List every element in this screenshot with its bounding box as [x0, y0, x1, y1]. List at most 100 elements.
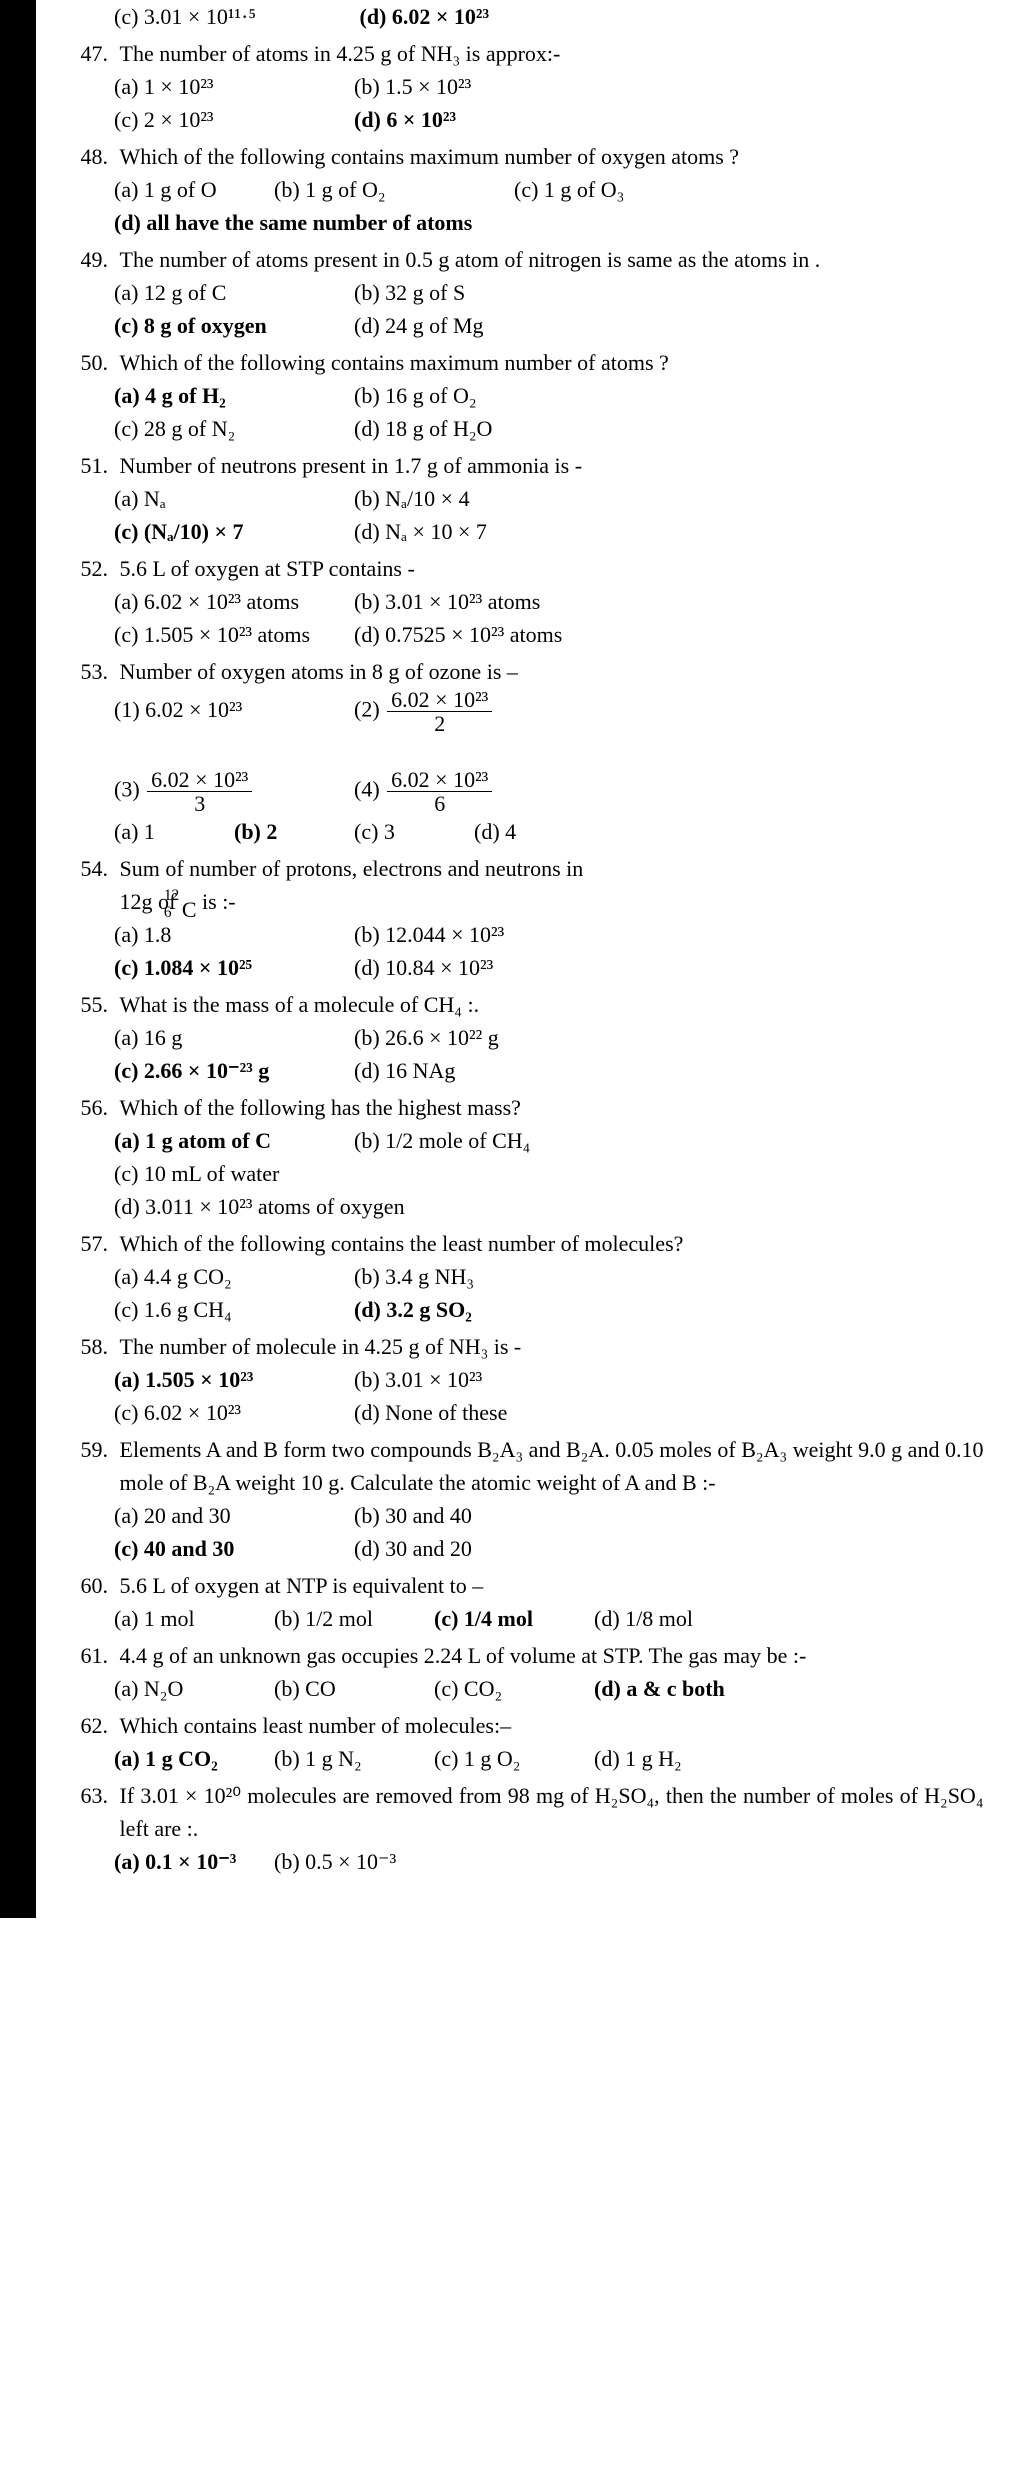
- question-text: Which of the following has the highest m…: [120, 1091, 984, 1124]
- isotope: 126C: [182, 893, 197, 915]
- opt: (b) 12.044 × 10²³: [354, 918, 594, 951]
- question: 55. What is the mass of a molecule of CH…: [60, 988, 984, 1021]
- question-options: (a) 6.02 × 10²³ atoms(b) 3.01 × 10²³ ato…: [60, 585, 984, 651]
- question-number: 51.: [60, 449, 114, 482]
- question: 50. Which of the following contains maxi…: [60, 346, 984, 379]
- opt: (b) 3.4 g NH₃: [354, 1260, 594, 1293]
- opt: (a) 1 g of O: [114, 173, 274, 206]
- question-text: Which contains least number of molecules…: [120, 1709, 984, 1742]
- question-options: (a) 4.4 g CO₂(b) 3.4 g NH₃(c) 1.6 g CH₄(…: [60, 1260, 984, 1326]
- question-number: 59.: [60, 1433, 114, 1466]
- question-number: 53.: [60, 655, 114, 688]
- question: 63. If 3.01 × 10²⁰ molecules are removed…: [60, 1779, 984, 1845]
- opt: (c) 1 g of O₃: [514, 173, 674, 206]
- question-options: (a) 1 g CO₂(b) 1 g N₂(c) 1 g O₂(d) 1 g H…: [60, 1742, 984, 1775]
- opt: (c) 10 mL of water: [114, 1157, 984, 1190]
- question-options: (a) N₂O(b) CO(c) CO₂(d) a & c both: [60, 1672, 984, 1705]
- opt: (c) 3.01 × 10¹¹·⁵: [114, 0, 354, 33]
- question-number: 62.: [60, 1709, 114, 1742]
- question: 47. The number of atoms in 4.25 g of NH₃…: [60, 37, 984, 70]
- question: 53. Number of oxygen atoms in 8 g of ozo…: [60, 655, 984, 688]
- question-number: 48.: [60, 140, 114, 173]
- opt: (c) 8 g of oxygen: [114, 309, 354, 342]
- opt: (c) 1 g O₂: [434, 1742, 594, 1775]
- opt: (c) 1.505 × 10²³ atoms: [114, 618, 354, 651]
- opt: (c) 2.66 × 10⁻²³ g: [114, 1054, 354, 1087]
- question: 58. The number of molecule in 4.25 g of …: [60, 1330, 984, 1363]
- stmt: (3) 6.02 × 10²³3: [114, 768, 354, 815]
- question: 48. Which of the following contains maxi…: [60, 140, 984, 173]
- question-text: Which of the following contains maximum …: [120, 346, 984, 379]
- opt: (b) 26.6 × 10²² g: [354, 1021, 594, 1054]
- opt: (c) CO₂: [434, 1672, 594, 1705]
- opt: (b) 1.5 × 10²³: [354, 70, 594, 103]
- opt: (b) 3.01 × 10²³: [354, 1363, 594, 1396]
- opt: (b) 1/2 mole of CH₄: [354, 1124, 594, 1157]
- question-number: 61.: [60, 1639, 114, 1672]
- opt: (d) 6.02 × 10²³: [360, 0, 600, 33]
- opt: (c) 3: [354, 815, 474, 848]
- opt: (a) 1 × 10²³: [114, 70, 354, 103]
- question-number: 60.: [60, 1569, 114, 1602]
- opt: (a) 16 g: [114, 1021, 354, 1054]
- question-text: Which of the following contains the leas…: [120, 1227, 984, 1260]
- opt: (c) 28 g of N₂: [114, 412, 354, 445]
- opt: (a) 1.505 × 10²³: [114, 1363, 354, 1396]
- question-text: Elements A and B form two compounds B₂A₃…: [120, 1433, 984, 1499]
- question-stmts: (1) 6.02 × 10²³(2) 6.02 × 10²³2(3) 6.02 …: [60, 688, 984, 815]
- opt: (a) 0.1 × 10⁻³: [114, 1845, 274, 1878]
- question-text: The number of atoms present in 0.5 g ato…: [120, 243, 984, 276]
- opt: (a) 12 g of C: [114, 276, 354, 309]
- opt: (d) Nₐ × 10 × 7: [354, 515, 594, 548]
- question-text: 4.4 g of an unknown gas occupies 2.24 L …: [120, 1639, 984, 1672]
- opt: (a) 1: [114, 815, 234, 848]
- question: 49. The number of atoms present in 0.5 g…: [60, 243, 984, 276]
- question-options: (a) 1 g of O(b) 1 g of O₂(c) 1 g of O₃(d…: [60, 173, 984, 239]
- opt: (b) Nₐ/10 × 4: [354, 482, 594, 515]
- question-text: What is the mass of a molecule of CH₄ :.: [120, 988, 984, 1021]
- opt: (b) 32 g of S: [354, 276, 594, 309]
- opt: (a) 20 and 30: [114, 1499, 354, 1532]
- question-options: (a) 1.8(b) 12.044 × 10²³(c) 1.084 × 10²⁵…: [60, 918, 984, 984]
- opt: (b) 1/2 mol: [274, 1602, 434, 1635]
- opt: (c) (Nₐ/10) × 7: [114, 515, 354, 548]
- question: 54. Sum of number of protons, electrons …: [60, 852, 984, 918]
- opt: (d) None of these: [354, 1396, 594, 1429]
- question-options: (a) 1(b) 2(c) 3(d) 4: [60, 815, 984, 848]
- question-number: 54.: [60, 852, 114, 885]
- question-text: Which of the following contains maximum …: [120, 140, 984, 173]
- question-number: 52.: [60, 552, 114, 585]
- opt: (a) N₂O: [114, 1672, 274, 1705]
- question-text: The number of atoms in 4.25 g of NH₃ is …: [120, 37, 984, 70]
- question-options: (a) 1.505 × 10²³(b) 3.01 × 10²³(c) 6.02 …: [60, 1363, 984, 1429]
- opt: (d) 18 g of H₂O: [354, 412, 594, 445]
- question: 56. Which of the following has the highe…: [60, 1091, 984, 1124]
- opt: (a) 1 mol: [114, 1602, 274, 1635]
- opt: (d) 3.011 × 10²³ atoms of oxygen: [114, 1190, 984, 1223]
- question: 52. 5.6 L of oxygen at STP contains -: [60, 552, 984, 585]
- question-number: 47.: [60, 37, 114, 70]
- question-options: (a) 4 g of H₂(b) 16 g of O₂(c) 28 g of N…: [60, 379, 984, 445]
- opt: (a) 4 g of H₂: [114, 379, 354, 412]
- opt: (d) 6 × 10²³: [354, 103, 594, 136]
- opt: (d) 24 g of Mg: [354, 309, 594, 342]
- question-text: Sum of number of protons, electrons and …: [120, 852, 984, 918]
- opt: (d) 4: [474, 815, 594, 848]
- opt: (a) 4.4 g CO₂: [114, 1260, 354, 1293]
- question-text: 5.6 L of oxygen at NTP is equivalent to …: [120, 1569, 984, 1602]
- opt: (a) 1 g CO₂: [114, 1742, 274, 1775]
- q-partial-options: (c) 3.01 × 10¹¹·⁵ (d) 6.02 × 10²³: [60, 0, 984, 33]
- question: 61. 4.4 g of an unknown gas occupies 2.2…: [60, 1639, 984, 1672]
- question: 59. Elements A and B form two compounds …: [60, 1433, 984, 1499]
- opt: (b) 30 and 40: [354, 1499, 594, 1532]
- opt: (b) 1 g of O₂: [274, 173, 514, 206]
- opt: (a) 1 g atom of C: [114, 1124, 354, 1157]
- question-number: 56.: [60, 1091, 114, 1124]
- opt: (d) 3.2 g SO₂: [354, 1293, 594, 1326]
- question: 57. Which of the following contains the …: [60, 1227, 984, 1260]
- question-number: 50.: [60, 346, 114, 379]
- question-number: 55.: [60, 988, 114, 1021]
- question-options: (a) 1 g atom of C(b) 1/2 mole of CH₄(c) …: [60, 1124, 984, 1223]
- opt: (c) 1.6 g CH₄: [114, 1293, 354, 1326]
- question-list: 47. The number of atoms in 4.25 g of NH₃…: [60, 37, 984, 1878]
